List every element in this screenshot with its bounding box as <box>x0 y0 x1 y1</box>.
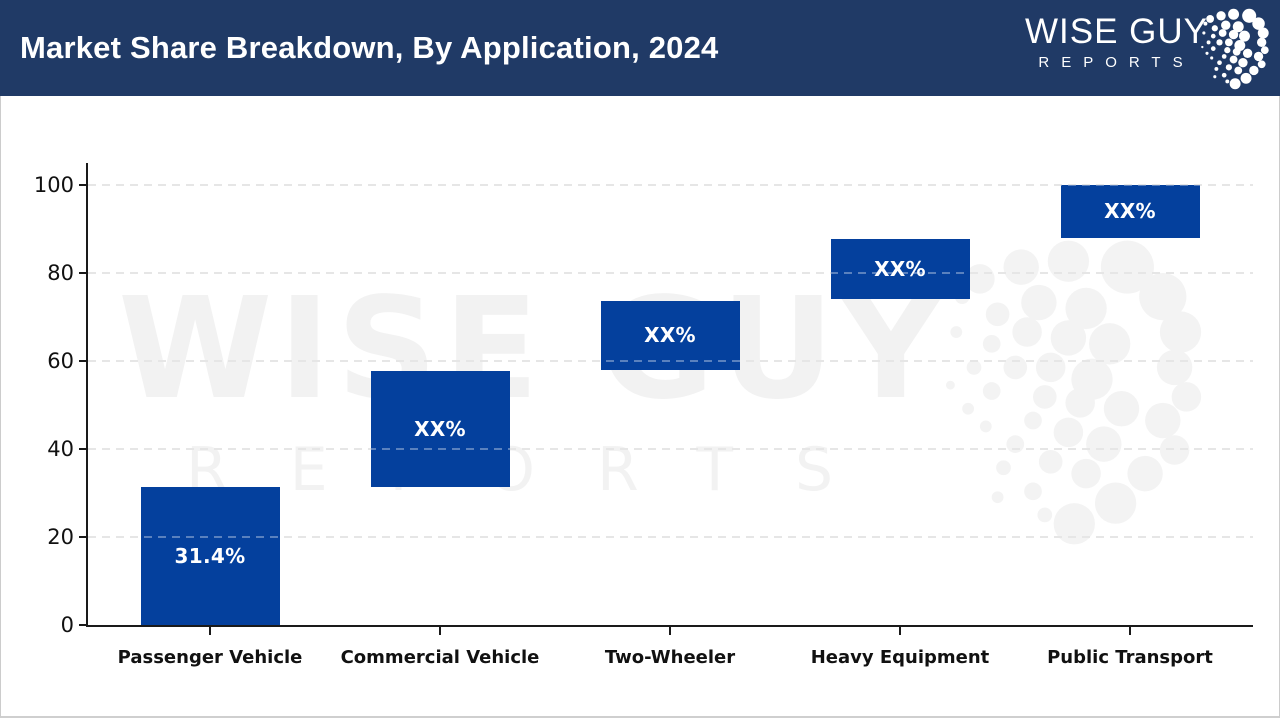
y-tick-mark <box>79 448 86 450</box>
bar: XX% <box>370 371 510 487</box>
plot-area: 0 20 40 60 80 100 31.4% XX% XX% XX% XX% Passenger V… <box>0 96 1280 720</box>
x-tick-label: Public Transport <box>1047 647 1213 668</box>
logo: WISE GUY REPORTS <box>980 0 1280 96</box>
x-tick-label: Commercial Vehicle <box>340 647 540 668</box>
watermark-tagline: REPORTS <box>186 435 896 505</box>
gridline <box>88 448 1253 450</box>
x-tick-label: Heavy Equipment <box>810 647 990 668</box>
gridline <box>88 184 1253 186</box>
bar-value-label: XX% <box>874 257 926 282</box>
bar-value-label: XX% <box>1104 199 1156 224</box>
x-tick-label: Passenger Vehicle <box>117 647 303 668</box>
y-tick-mark <box>79 624 86 626</box>
x-tick-mark <box>899 627 901 635</box>
y-tick-label: 20 <box>47 525 74 549</box>
gridline <box>88 536 1253 538</box>
y-tick-label: 40 <box>47 437 74 461</box>
x-tick-mark <box>1129 627 1131 635</box>
bar-value-label: XX% <box>414 416 466 441</box>
x-tick-mark <box>669 627 671 635</box>
logo-text: WISE GUY REPORTS <box>1025 12 1208 72</box>
bar: XX% <box>830 239 970 300</box>
y-tick-label: 60 <box>47 349 74 373</box>
logo-wordmark: WISE GUY <box>1024 12 1208 51</box>
watermark-title: WISE GUY <box>118 268 948 431</box>
gridline <box>88 448 1253 450</box>
gridline <box>88 272 1253 274</box>
x-tick-mark <box>439 627 441 635</box>
x-axis-spine <box>86 625 1253 627</box>
bar: 31.4% <box>140 486 280 625</box>
x-tick-label: Two-Wheeler <box>604 647 736 668</box>
gridline <box>88 184 1253 186</box>
bar-value-label: XX% <box>644 323 696 348</box>
bar: XX% <box>600 301 740 370</box>
x-tick-mark <box>209 627 211 635</box>
y-tick-label: 80 <box>47 261 74 285</box>
bar-value-label: 31.4% <box>174 543 246 568</box>
page-title: Market Share Breakdown, By Application, … <box>20 30 719 65</box>
y-tick-mark <box>79 272 86 274</box>
y-tick-mark <box>79 184 86 186</box>
y-axis-spine <box>86 163 88 627</box>
gridline <box>88 272 1253 274</box>
gridline <box>88 360 1253 362</box>
y-tick-mark <box>79 360 86 362</box>
gridline <box>88 536 1253 538</box>
y-tick-label: 0 <box>60 613 74 637</box>
logo-tagline: REPORTS <box>1038 54 1195 71</box>
y-tick-label: 100 <box>33 173 74 197</box>
bar: XX% <box>1060 185 1200 238</box>
y-tick-mark <box>79 536 86 538</box>
logo-head-icon <box>1192 8 1272 90</box>
header: Market Share Breakdown, By Application, … <box>0 0 1280 96</box>
